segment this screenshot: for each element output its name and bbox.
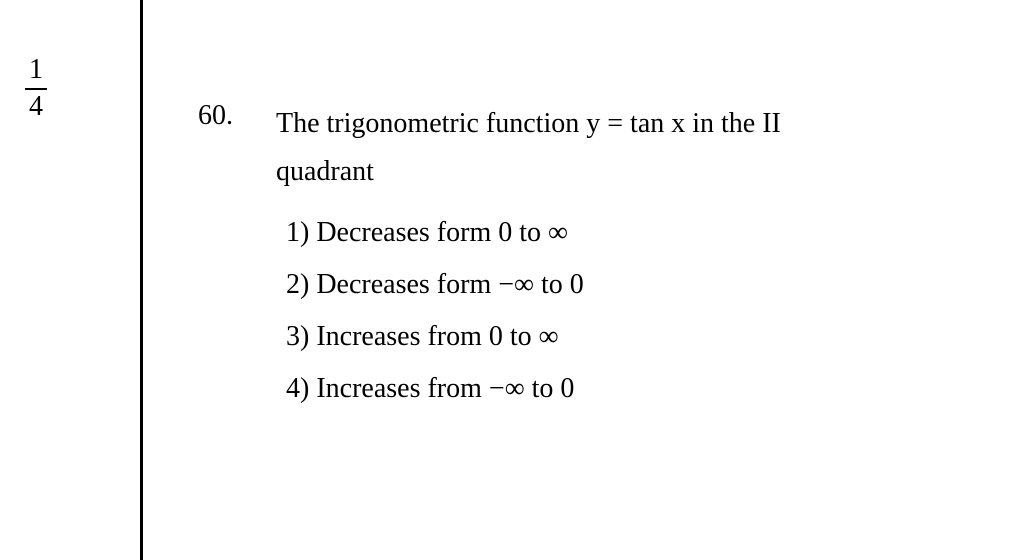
option-item: 4) Increases from −∞ to 0	[286, 363, 984, 415]
question-body: The trigonometric function y = tan x in …	[276, 100, 984, 414]
question-row: 60. The trigonometric function y = tan x…	[198, 100, 984, 414]
question-text-line2: quadrant	[276, 156, 374, 187]
content-area: 60. The trigonometric function y = tan x…	[143, 0, 1024, 560]
left-margin: 1 4	[0, 0, 140, 560]
question-text-line1: The trigonometric function y = tan x in …	[276, 108, 781, 139]
question-text: The trigonometric function y = tan x in …	[276, 100, 984, 195]
fraction-denominator: 4	[25, 92, 47, 123]
options-list: 1) Decreases form 0 to ∞ 2) Decreases fo…	[276, 207, 984, 414]
option-item: 1) Decreases form 0 to ∞	[286, 207, 984, 259]
option-item: 3) Increases from 0 to ∞	[286, 311, 984, 363]
page-container: 1 4 60. The trigonometric function y = t…	[0, 0, 1024, 560]
margin-fraction: 1 4	[25, 55, 47, 123]
fraction-line	[25, 88, 47, 90]
question-number: 60.	[198, 100, 248, 132]
fraction-numerator: 1	[25, 55, 47, 86]
option-item: 2) Decreases form −∞ to 0	[286, 259, 984, 311]
